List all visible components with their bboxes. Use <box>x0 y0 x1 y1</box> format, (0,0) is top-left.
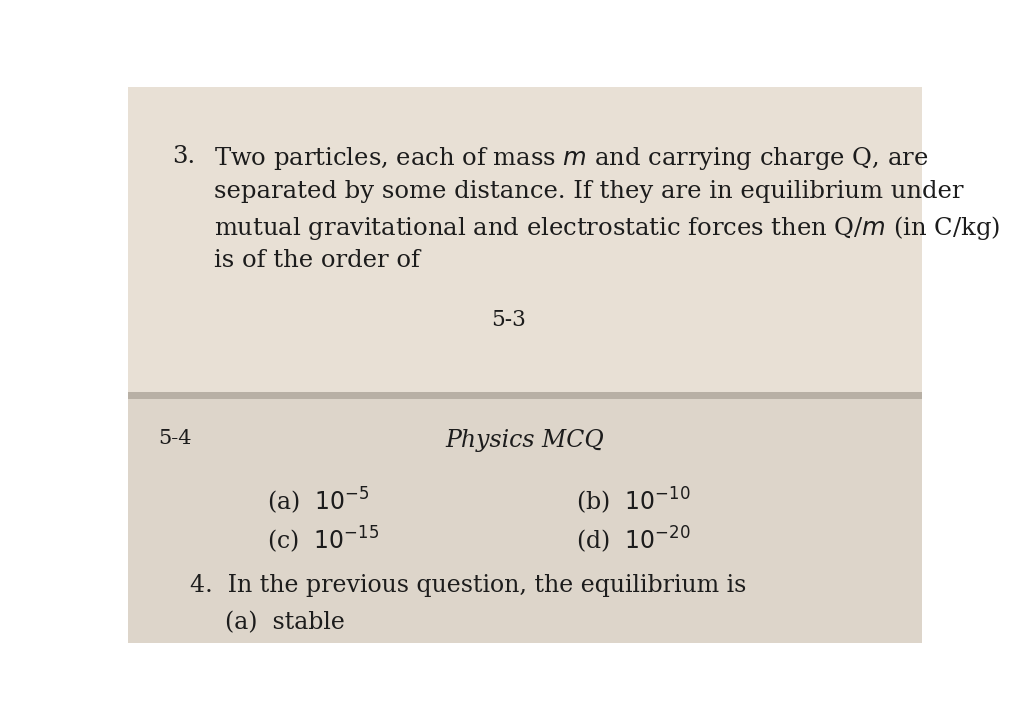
Bar <box>128 87 922 395</box>
Text: 5-4: 5-4 <box>158 429 191 448</box>
Text: 4.  In the previous question, the equilibrium is: 4. In the previous question, the equilib… <box>189 574 746 597</box>
Text: (a)  $10^{-5}$: (a) $10^{-5}$ <box>267 485 370 515</box>
Text: mutual gravitational and electrostatic forces then Q/$m$ (in C/kg): mutual gravitational and electrostatic f… <box>214 214 999 242</box>
Text: is of the order of: is of the order of <box>214 249 420 272</box>
Text: (c)  $10^{-15}$: (c) $10^{-15}$ <box>267 523 379 555</box>
Text: Physics MCQ: Physics MCQ <box>445 429 604 452</box>
Bar <box>128 393 922 399</box>
Text: 3.: 3. <box>172 145 195 168</box>
Bar <box>128 395 922 643</box>
Text: (d)  $10^{-20}$: (d) $10^{-20}$ <box>577 523 691 555</box>
Text: Two particles, each of mass $m$ and carrying charge Q, are: Two particles, each of mass $m$ and carr… <box>214 145 928 172</box>
Text: (b)  $10^{-10}$: (b) $10^{-10}$ <box>577 485 691 515</box>
Text: 5-3: 5-3 <box>492 309 526 331</box>
Text: separated by some distance. If they are in equilibrium under: separated by some distance. If they are … <box>214 180 964 202</box>
Text: (a)  stable: (a) stable <box>225 611 345 634</box>
